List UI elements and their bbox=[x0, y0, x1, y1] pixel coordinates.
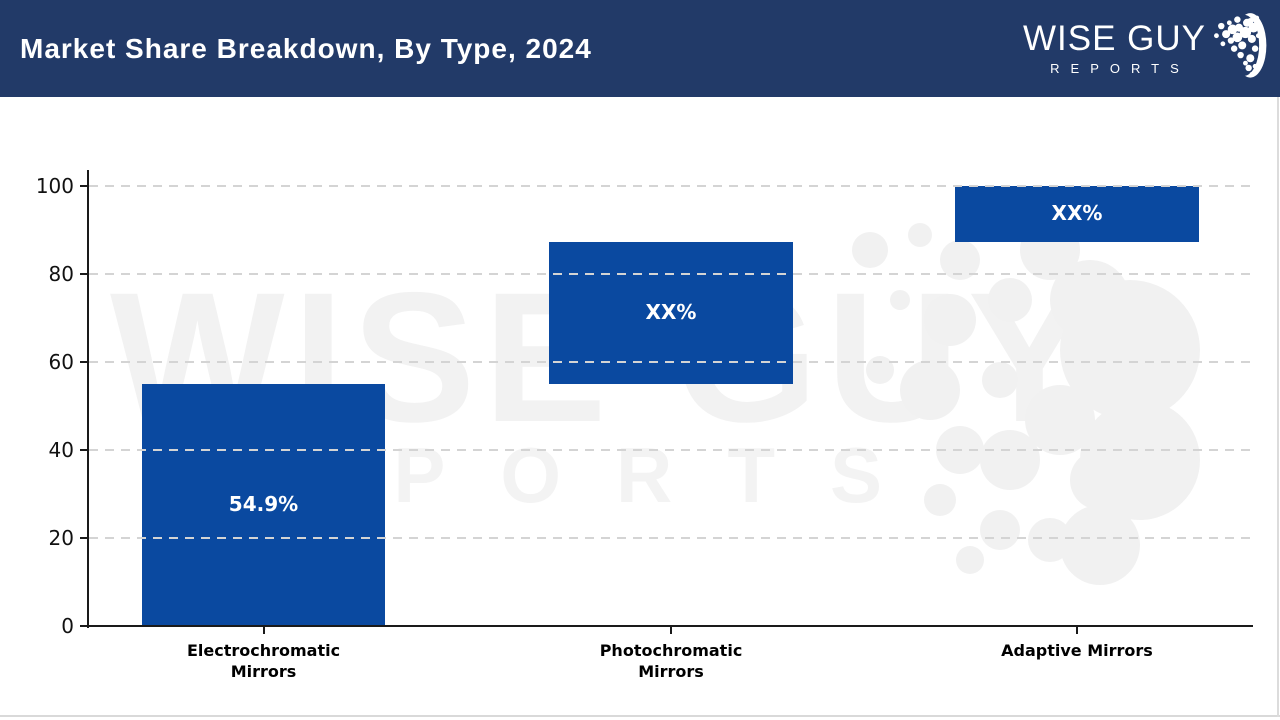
category-label-line: Mirrors bbox=[638, 662, 704, 681]
bar-2 bbox=[549, 241, 793, 385]
y-axis-tick-label: 100 bbox=[35, 174, 74, 198]
wiseguy-logo: WISE GUY REPORTS bbox=[1023, 6, 1268, 88]
gridline-100 bbox=[89, 185, 1253, 187]
page-title: Market Share Breakdown, By Type, 2024 bbox=[20, 33, 592, 64]
header-bar: Market Share Breakdown, By Type, 2024 WI… bbox=[0, 0, 1280, 97]
watermark-face-icon bbox=[852, 220, 1200, 585]
x-axis-tick bbox=[262, 627, 265, 634]
category-label-line: Mirrors bbox=[230, 662, 297, 681]
logo-wordmark: WISE GUY bbox=[1022, 18, 1206, 58]
category-label-line: Adaptive Mirrors bbox=[1001, 641, 1153, 660]
y-axis-spine bbox=[87, 170, 89, 628]
y-axis-tick bbox=[80, 361, 87, 363]
category-label: Photochromatic Mirrors bbox=[501, 640, 841, 682]
category-label-line: Electrochromatic bbox=[186, 641, 341, 660]
y-axis-tick-label: 60 bbox=[48, 350, 74, 374]
bar-3 bbox=[955, 186, 1199, 242]
x-axis-tick bbox=[1076, 627, 1078, 634]
bar-value-label: 54.9% bbox=[228, 492, 299, 517]
category-label-line: Photochromatic bbox=[599, 641, 743, 660]
logo-text: WISE GUY REPORTS bbox=[1023, 19, 1206, 76]
category-label: Adaptive Mirrors bbox=[907, 640, 1247, 661]
y-axis-tick bbox=[80, 625, 87, 627]
y-axis-tick-label: 80 bbox=[48, 262, 74, 286]
x-axis-spine bbox=[87, 625, 1253, 627]
y-axis-tick bbox=[80, 273, 87, 275]
bar-1 bbox=[141, 384, 386, 626]
bar-value-label: XX% bbox=[645, 300, 697, 325]
gridline-40 bbox=[89, 449, 1253, 451]
y-axis-tick-label: 40 bbox=[48, 438, 74, 462]
y-axis-tick-label: 20 bbox=[48, 526, 74, 550]
y-axis-tick bbox=[80, 449, 87, 451]
category-label: Electrochromatic Mirrors bbox=[94, 640, 434, 682]
right-hairline bbox=[1277, 97, 1279, 717]
y-axis-tick bbox=[80, 537, 87, 539]
y-axis-tick bbox=[80, 185, 87, 187]
x-axis-tick bbox=[670, 627, 672, 634]
y-axis-tick-label: 0 bbox=[61, 614, 74, 638]
gridline-80 bbox=[89, 273, 1253, 275]
bar-value-label: XX% bbox=[1051, 200, 1103, 225]
gridline-20 bbox=[89, 537, 1253, 539]
logo-subtext: REPORTS bbox=[1050, 60, 1190, 76]
bottom-hairline bbox=[0, 715, 1280, 717]
gridline-60 bbox=[89, 361, 1253, 363]
wiseguy-face-icon bbox=[1214, 13, 1267, 78]
